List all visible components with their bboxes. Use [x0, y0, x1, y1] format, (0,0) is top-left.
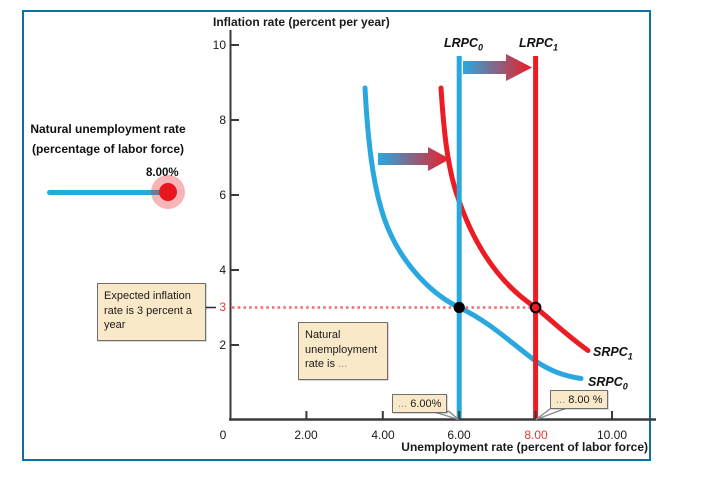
x-tick-0: 0 [219, 428, 227, 442]
slider-title: Natural unemployment rate (percentage of… [30, 122, 186, 156]
slider-value-label: 8.00% [146, 167, 179, 179]
x-tick-8-natural: 8.00 [524, 428, 548, 442]
y-tick-4: 4 [219, 263, 226, 277]
y-axis-ticks [231, 44, 239, 346]
y-tick-3-expected: 3 [219, 300, 226, 314]
natural-rate-callout: Natural unemployment rate is ... [298, 322, 388, 380]
lrpc0-label: LRPC0 [444, 36, 484, 53]
expected-inflation-callout: Expected inflation rate is 3 percent a y… [97, 283, 206, 341]
srpc0-label: SRPC0 [588, 375, 628, 392]
lrpc-shift-arrow [463, 54, 532, 81]
new-natural-rate-value-callout: ... 8.00 % [550, 390, 609, 409]
srpc-shift-arrow [378, 147, 450, 171]
natural-rate-slider-handle[interactable] [159, 183, 177, 201]
equilibrium-dot-initial [453, 301, 465, 314]
applet-frame [22, 10, 651, 461]
x-tick-10: 10.00 [596, 428, 628, 442]
srpc1-label: SRPC1 [593, 345, 633, 362]
callout-pointer-8 [535, 406, 569, 421]
y-tick-10: 10 [212, 38, 226, 52]
x-tick-4: 4.00 [371, 428, 395, 442]
x-axis-ticks [305, 411, 613, 419]
x-tick-6: 6.00 [447, 428, 471, 442]
lrpc1-label: LRPC1 [519, 36, 559, 53]
x-axis-title: Unemployment rate (percent of labor forc… [401, 440, 648, 454]
natural-rate-slider-track[interactable] [47, 190, 169, 195]
y-tick-6: 6 [219, 188, 226, 202]
y-axis-title: Inflation rate (percent per year) [213, 15, 390, 29]
y-tick-2: 2 [219, 338, 226, 352]
y-tick-8: 8 [219, 113, 226, 127]
srpc0-curve [362, 85, 584, 381]
old-natural-rate-value-callout: ... 6.00% [392, 394, 448, 413]
equilibrium-dot-new [529, 301, 542, 314]
x-tick-2: 2.00 [294, 428, 318, 442]
